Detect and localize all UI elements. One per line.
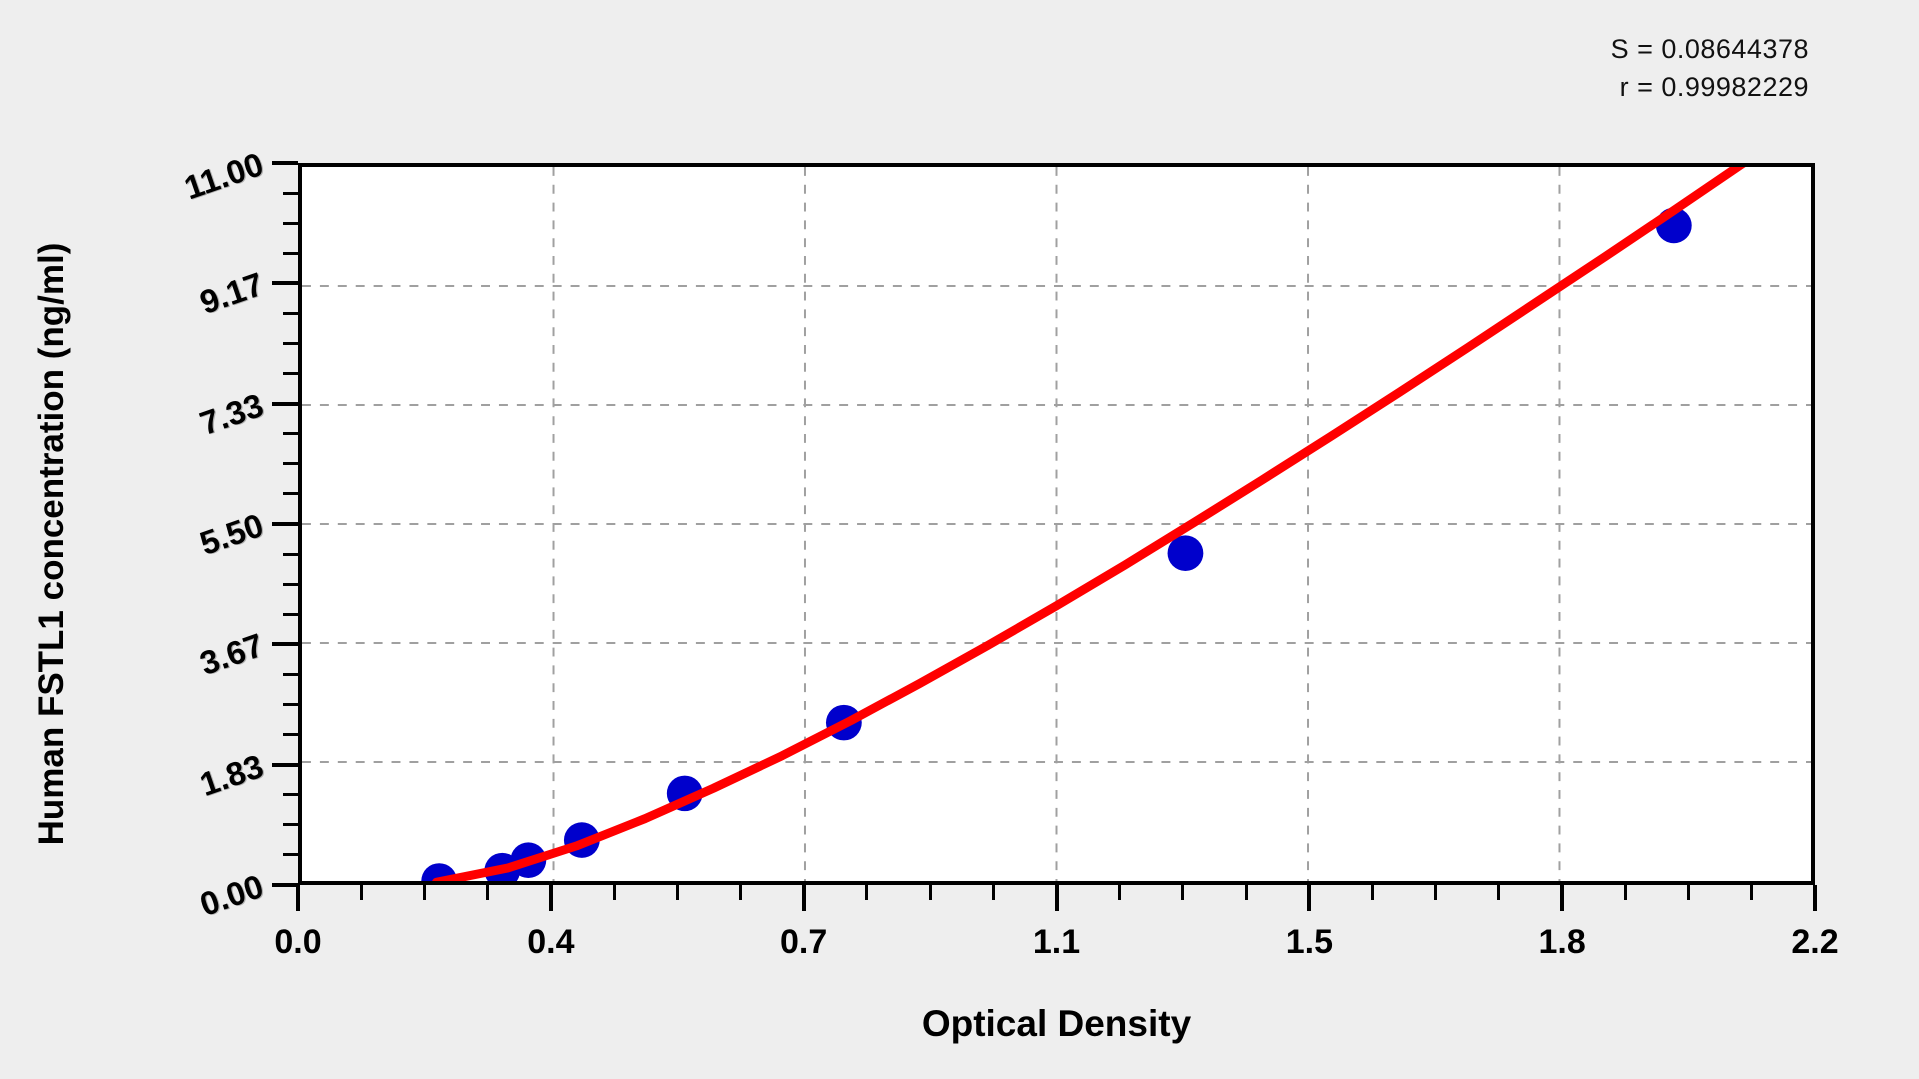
x-tick-minor	[1434, 885, 1438, 900]
x-tick-minor	[1497, 885, 1501, 900]
y-tick-minor	[283, 432, 298, 436]
y-tick-minor	[283, 672, 298, 676]
y-tick-minor	[283, 462, 298, 466]
x-tick-minor	[991, 885, 995, 900]
y-tick-minor	[283, 191, 298, 195]
x-tick-label: 0.7	[780, 923, 828, 961]
y-tick-minor	[283, 612, 298, 616]
x-tick-minor	[1118, 885, 1122, 900]
fit-statistics: S = 0.08644378 r = 0.99982229	[1611, 30, 1809, 107]
x-tick-major	[296, 885, 300, 911]
y-tick-major	[272, 522, 298, 526]
y-tick-label: 0.00	[195, 867, 268, 923]
y-tick-major	[272, 883, 298, 887]
x-tick-minor	[1750, 885, 1754, 900]
x-tick-label: 1.1	[1032, 923, 1081, 961]
x-tick-minor	[738, 885, 742, 900]
grid-lines	[302, 167, 1811, 881]
x-tick-minor	[1244, 885, 1248, 900]
x-tick-minor	[928, 885, 932, 900]
y-tick-label: 5.50	[195, 506, 268, 562]
fit-curve	[432, 167, 1746, 881]
x-tick-major	[1560, 885, 1565, 911]
y-tick-major	[272, 281, 298, 286]
y-tick-minor	[283, 823, 298, 827]
y-tick-label: 9.17	[195, 265, 268, 322]
y-tick-minor	[283, 733, 298, 737]
correlation-label: r = 0.99982229	[1619, 72, 1809, 103]
x-tick-label: 1.5	[1285, 923, 1333, 961]
x-tick-label: 0.0	[274, 923, 322, 961]
plot-area	[298, 163, 1815, 885]
y-tick-minor	[283, 311, 298, 315]
x-tick-label: 0.4	[527, 923, 575, 961]
scatter-markers	[421, 207, 1692, 881]
x-tick-major	[1813, 885, 1817, 911]
standard-error-label: S = 0.08644378	[1610, 34, 1809, 64]
y-tick-label: 1.83	[195, 746, 268, 803]
x-tick-major	[801, 885, 806, 911]
y-tick-minor	[283, 492, 298, 496]
y-tick-minor	[283, 793, 298, 797]
x-axis-title: Optical Density	[921, 1003, 1192, 1044]
x-tick-minor	[359, 885, 363, 900]
y-tick-minor	[283, 342, 298, 345]
x-tick-minor	[865, 885, 869, 900]
y-axis-title: Human FSTL1 concentration (ng/ml)	[32, 242, 71, 846]
y-tick-label: 11.00	[179, 145, 268, 207]
x-tick-minor	[1181, 885, 1185, 900]
y-tick-major	[272, 762, 298, 767]
x-tick-major	[1054, 885, 1059, 911]
y-tick-minor	[283, 853, 298, 857]
y-tick-minor	[283, 372, 298, 376]
y-tick-label: 3.67	[195, 626, 268, 683]
y-tick-major	[272, 642, 298, 647]
x-tick-minor	[422, 885, 426, 900]
data-point	[1167, 535, 1204, 572]
data-layer	[421, 167, 1746, 881]
x-tick-minor	[1623, 885, 1627, 900]
y-tick-major	[272, 401, 298, 406]
x-tick-minor	[1371, 885, 1375, 900]
y-tick-minor	[283, 552, 298, 556]
y-tick-minor	[283, 221, 298, 225]
y-tick-minor	[283, 251, 298, 255]
x-tick-label: 2.2	[1791, 923, 1839, 961]
x-tick-minor	[612, 885, 616, 900]
x-tick-minor	[486, 885, 490, 900]
y-tick-minor	[283, 703, 298, 706]
x-tick-major	[1307, 885, 1312, 911]
x-tick-label: 1.8	[1538, 923, 1586, 961]
y-tick-minor	[283, 582, 298, 586]
x-tick-major	[548, 885, 553, 911]
x-tick-minor	[675, 885, 679, 900]
x-tick-minor	[1687, 885, 1691, 900]
y-tick-major	[272, 161, 298, 165]
y-tick-label: 7.33	[195, 385, 268, 442]
